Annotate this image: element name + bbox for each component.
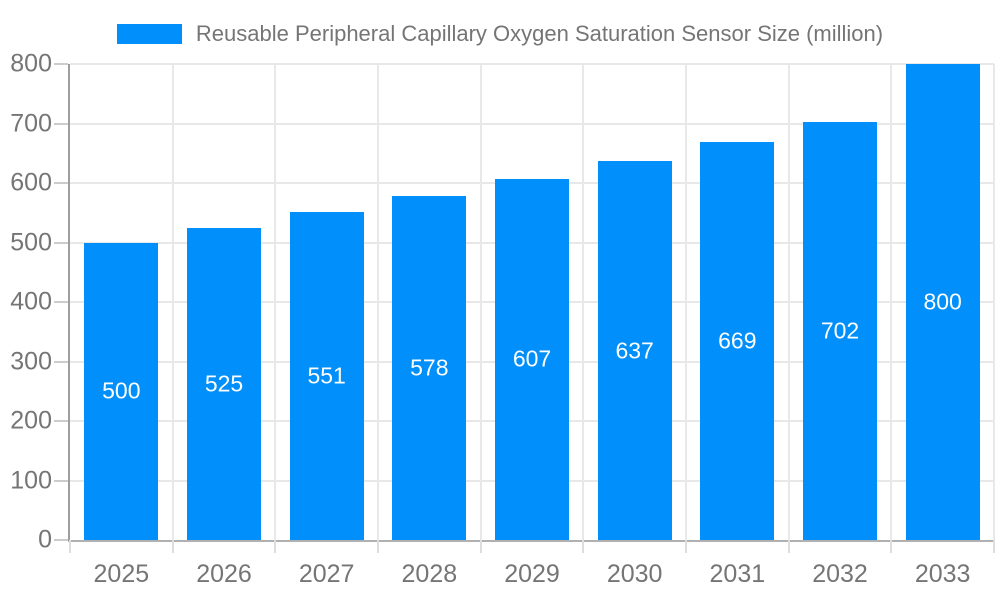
x-axis-tick-label: 2033	[914, 560, 971, 588]
bar[interactable]	[803, 122, 877, 540]
legend-swatch-icon	[116, 24, 182, 44]
x-gridline	[993, 64, 995, 540]
x-axis-tick-label: 2030	[606, 560, 663, 588]
bar-value-label: 607	[512, 345, 552, 372]
bar[interactable]	[905, 64, 980, 540]
bar[interactable]	[84, 242, 159, 540]
y-axis-tick	[54, 301, 68, 303]
x-axis-tick	[274, 540, 277, 553]
x-gridline	[582, 64, 585, 540]
y-axis-tick	[54, 182, 68, 184]
bar-value-label: 551	[307, 362, 346, 389]
y-axis-tick-label: 0	[38, 525, 52, 554]
bar-value-label: 702	[820, 317, 860, 344]
x-axis-tick	[171, 540, 174, 553]
x-axis-tick	[377, 540, 379, 553]
bar[interactable]	[597, 161, 672, 540]
x-gridline	[787, 64, 790, 540]
y-axis-tick-label: 600	[10, 168, 52, 197]
y-gridline	[70, 122, 994, 125]
y-gridline	[70, 63, 994, 65]
x-gridline	[685, 64, 687, 540]
x-gridline	[377, 64, 379, 540]
plot-area: 0 100 200 300 400 500 600 700 800 500 2025 525 2026 5…	[10, 51, 995, 587]
chart-legend[interactable]: Reusable Peripheral Capillary Oxygen Sat…	[0, 21, 1000, 47]
x-axis-tick-label: 2031	[709, 560, 766, 588]
x-axis-tick	[582, 540, 585, 553]
bar[interactable]	[187, 227, 261, 540]
x-axis-tick	[890, 540, 893, 553]
y-axis-tick-label: 300	[10, 347, 52, 375]
x-axis-tick-label: 2029	[504, 560, 560, 588]
y-axis-tick-label: 100	[10, 466, 52, 494]
x-gridline	[171, 64, 174, 540]
y-axis-tick	[54, 420, 68, 422]
bar[interactable]	[700, 141, 775, 540]
y-axis-tick-label: 400	[10, 287, 52, 316]
y-axis-tick	[54, 360, 68, 363]
x-axis-tick	[787, 540, 790, 553]
legend-series-label: Reusable Peripheral Capillary Oxygen Sat…	[195, 21, 884, 46]
y-axis-tick-label: 200	[10, 406, 52, 435]
bar-value-label: 800	[923, 288, 962, 315]
y-axis-tick	[54, 539, 68, 541]
y-axis-tick	[54, 479, 68, 482]
bar[interactable]	[495, 178, 569, 540]
x-axis-tick-label: 2028	[401, 560, 458, 588]
y-axis-tick-label: 700	[10, 109, 52, 137]
bar[interactable]	[289, 212, 364, 540]
bar-value-label: 500	[102, 377, 141, 404]
x-gridline	[479, 64, 482, 540]
x-axis-tick	[993, 540, 995, 553]
bar-value-label: 578	[410, 354, 449, 381]
x-axis-tick-label: 2026	[196, 560, 252, 588]
x-axis-tick	[685, 540, 687, 553]
x-axis-tick-label: 2032	[812, 560, 868, 588]
bar-value-label: 669	[718, 327, 757, 354]
y-axis-tick-label: 500	[10, 228, 52, 256]
x-axis-tick	[479, 540, 482, 553]
bar[interactable]	[392, 196, 467, 540]
x-axis-tick-label: 2025	[93, 560, 150, 588]
y-axis-tick	[54, 63, 68, 65]
x-gridline	[890, 64, 893, 540]
x-axis-tick-label: 2027	[298, 560, 355, 588]
y-axis-tick	[54, 122, 68, 125]
bar-value-label: 525	[204, 370, 244, 397]
x-gridline	[274, 64, 277, 540]
bar-value-label: 637	[615, 337, 654, 363]
y-axis-tick-label: 800	[10, 49, 52, 78]
y-axis-tick	[54, 241, 68, 244]
x-axis-tick	[69, 540, 71, 553]
